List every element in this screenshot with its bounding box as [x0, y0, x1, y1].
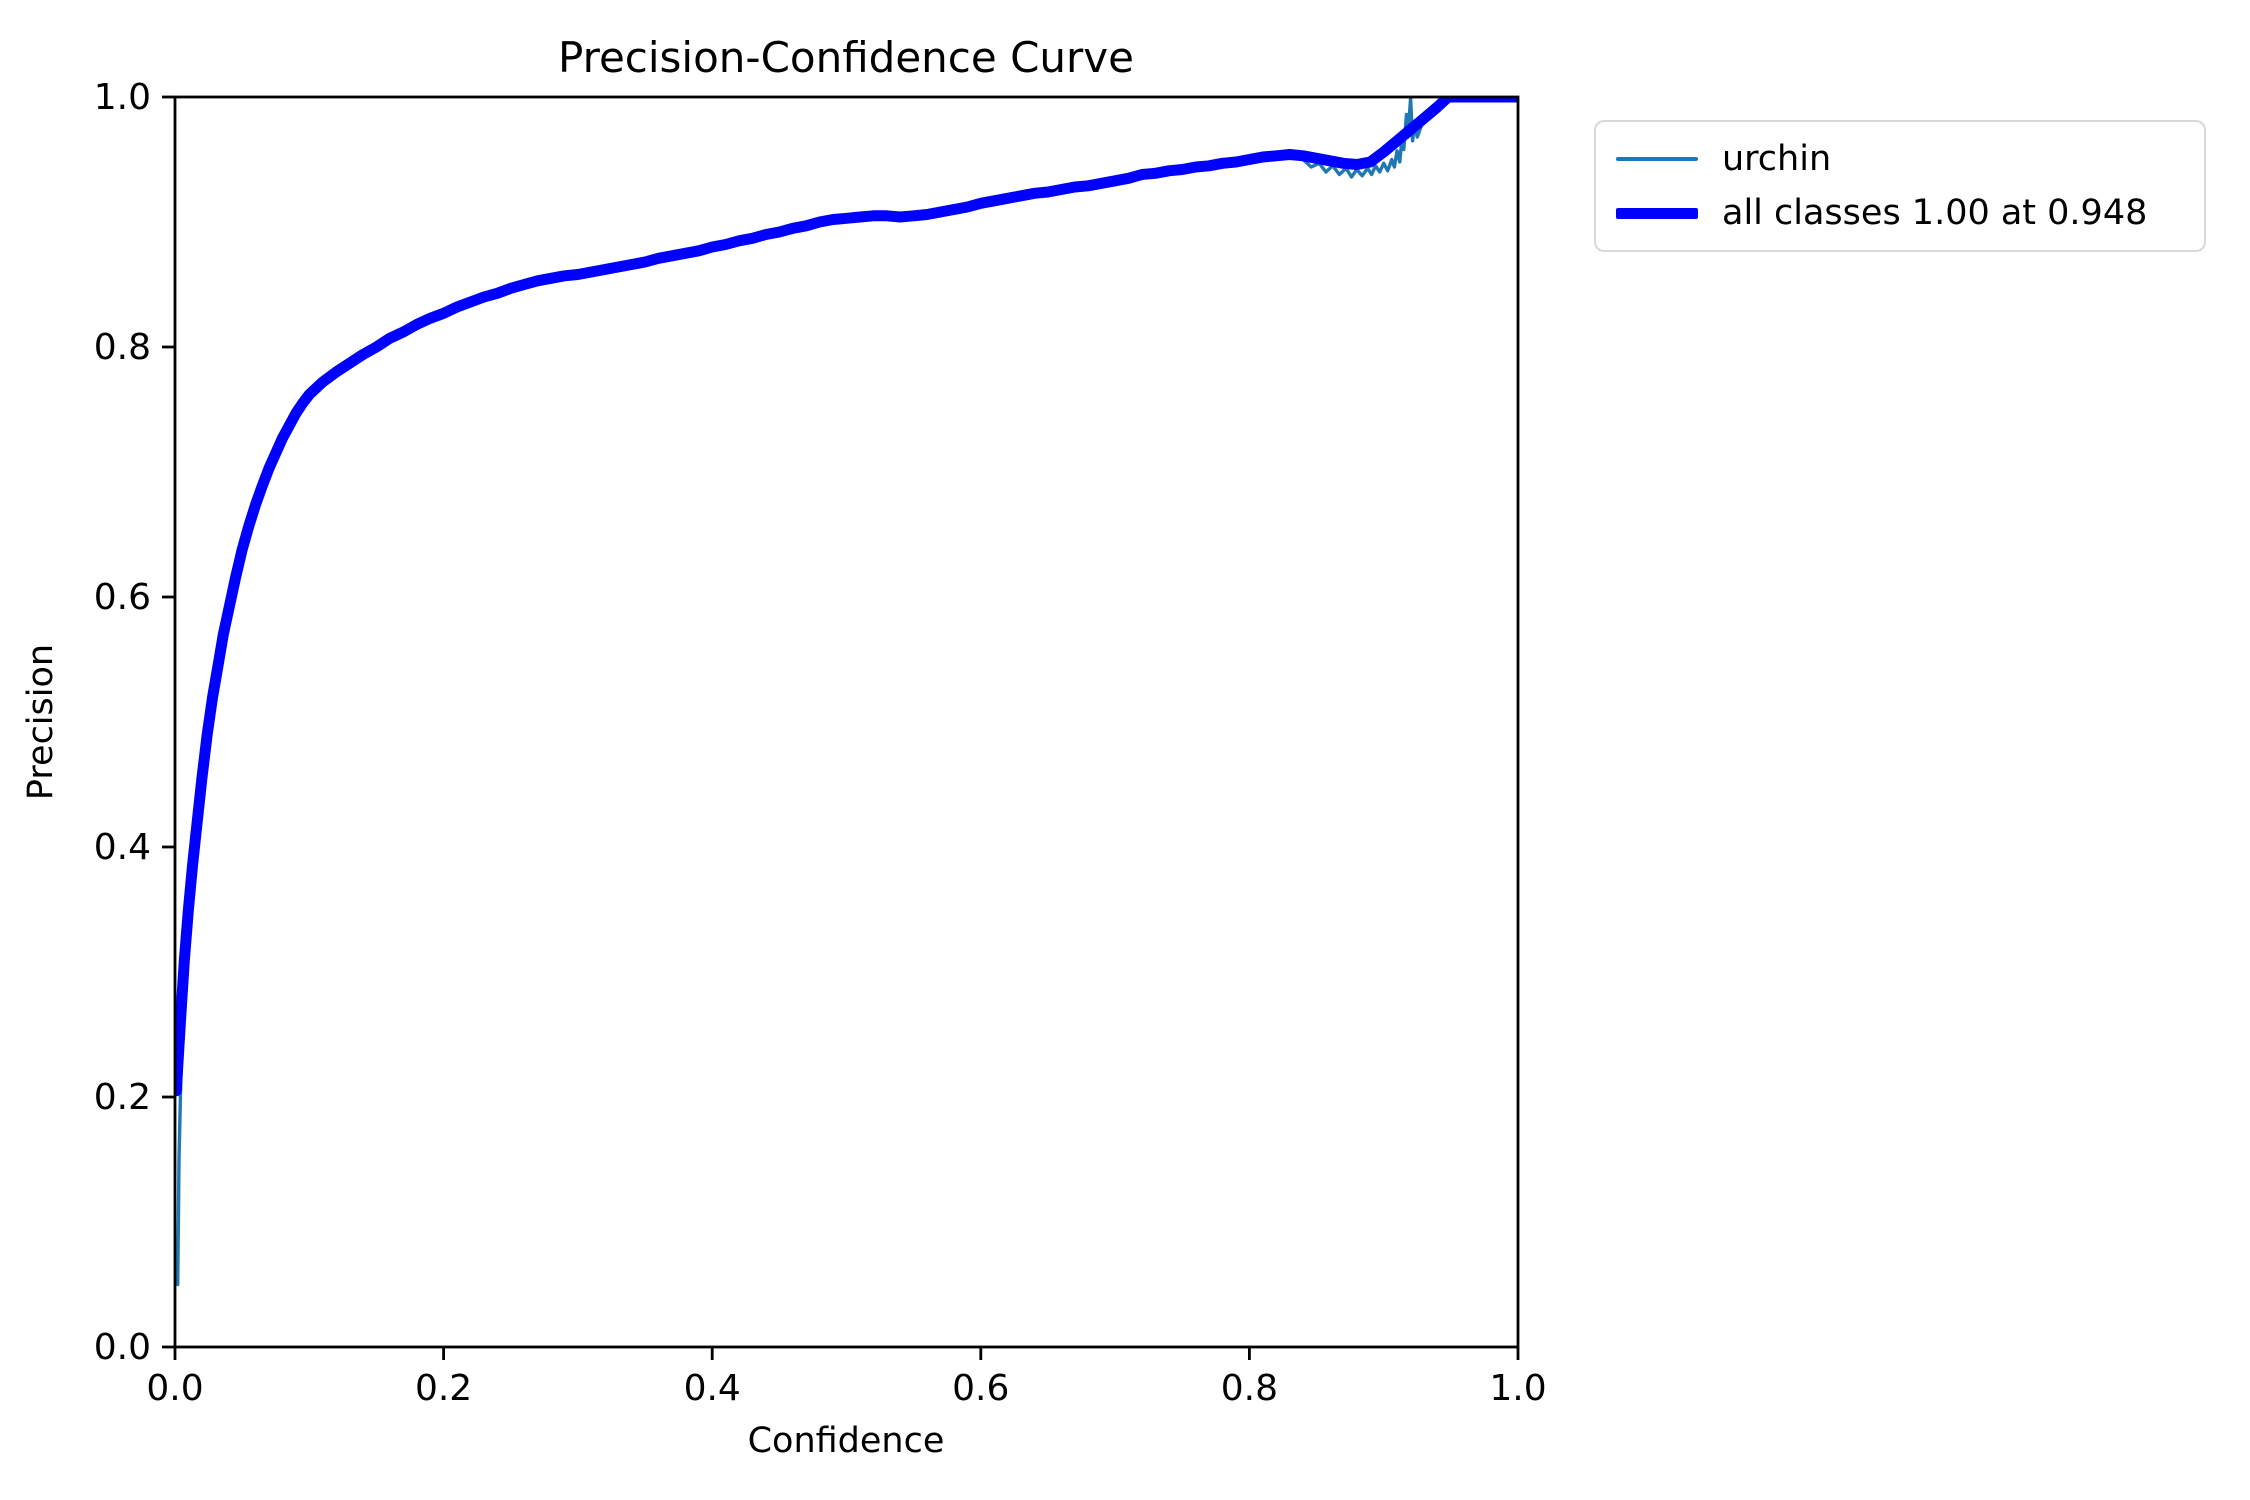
y-tick-label: 0.0 [94, 1327, 151, 1368]
series-line-1 [175, 97, 1518, 1097]
y-tick-label: 0.2 [94, 1077, 151, 1118]
series-layer [175, 97, 1518, 1287]
legend-label: urchin [1722, 139, 1832, 179]
ticks-layer: 0.0 0.2 0.4 0.6 0.8 1.0 0.0 0.2 0.4 0.6 0.8 1.0 [94, 77, 1547, 1409]
y-axis-label: Precision [21, 644, 61, 800]
y-tick-label: 1.0 [94, 77, 151, 118]
legend-line-swatch-thin [1616, 157, 1698, 161]
y-tick-label: 0.6 [94, 577, 151, 618]
y-tick-label: 0.8 [94, 327, 151, 368]
legend-line-swatch-thick [1616, 207, 1698, 219]
plot-area [175, 97, 1518, 1347]
x-tick-label: 0.0 [146, 1368, 203, 1409]
legend-entry-urchin: urchin [1616, 135, 2184, 183]
y-tick-label: 0.4 [94, 827, 151, 868]
chart-title: Precision-Confidence Curve [558, 33, 1134, 82]
legend-label: all classes 1.00 at 0.948 [1722, 193, 2148, 233]
legend-entry-all-classes: all classes 1.00 at 0.948 [1616, 189, 2184, 237]
x-axis-label: Confidence [748, 1421, 945, 1461]
x-tick-label: 0.6 [952, 1368, 1009, 1409]
x-tick-label: 0.8 [1221, 1368, 1278, 1409]
x-tick-label: 1.0 [1489, 1368, 1546, 1409]
x-tick-label: 0.2 [415, 1368, 472, 1409]
legend: urchin all classes 1.00 at 0.948 [1594, 120, 2206, 252]
x-tick-label: 0.4 [684, 1368, 741, 1409]
axes-spines [173, 95, 1520, 1349]
